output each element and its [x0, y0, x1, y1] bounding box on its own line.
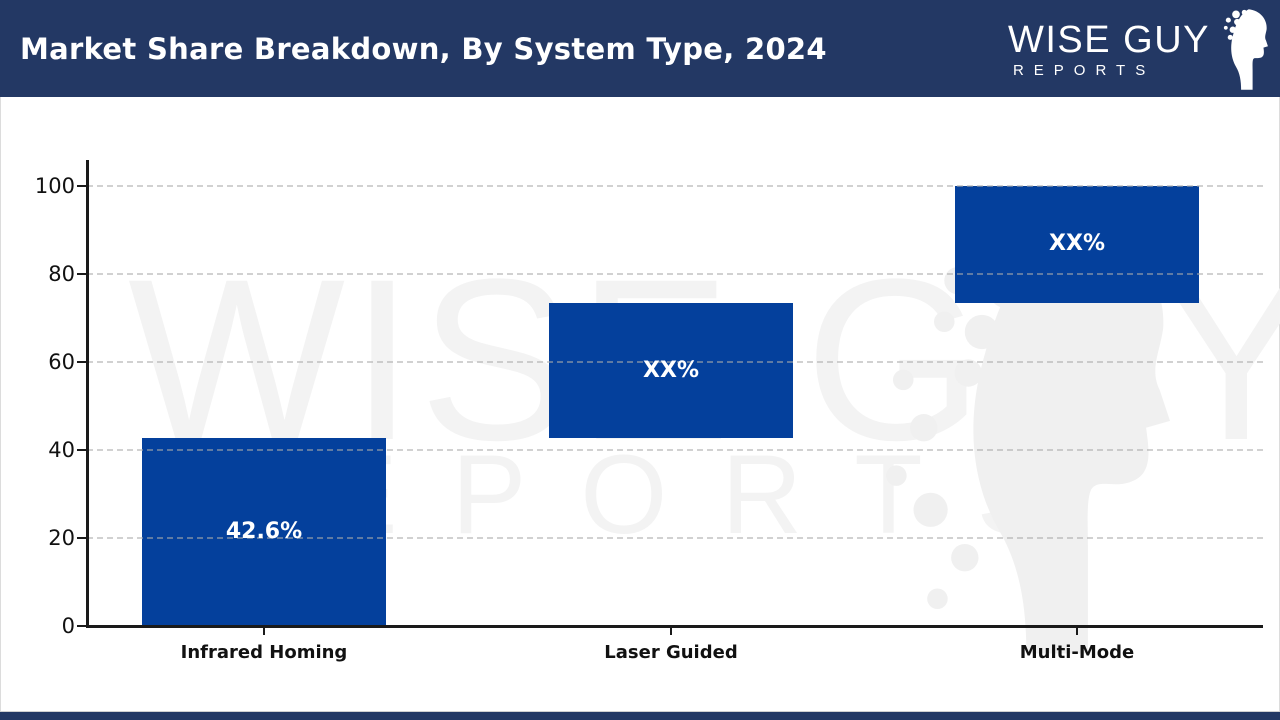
bottom-hairline [0, 711, 1280, 712]
bar-multi-mode [955, 185, 1199, 304]
y-tick-label: 0 [61, 613, 75, 638]
bar-chart: WISE GUY REPORTS 42.6%XX%XX%020406080100… [0, 97, 1280, 712]
footer-bar [0, 712, 1280, 720]
gridline-100 [87, 184, 1263, 187]
x-tickmark [670, 627, 672, 635]
x-axis-spine [86, 625, 1263, 628]
logo-subtitle: REPORTS [1012, 62, 1156, 79]
y-tickmark [77, 624, 86, 627]
bar-value-label: XX% [1049, 231, 1105, 257]
y-tick-label: 60 [48, 349, 75, 374]
y-axis-spine [86, 160, 89, 628]
wise-guy-reports-logo: WISE GUY REPORTS [1008, 7, 1268, 91]
x-tickmark [263, 627, 265, 635]
x-tickmark [1076, 627, 1078, 635]
y-tickmark [77, 184, 86, 187]
chart-title: Market Share Breakdown, By System Type, … [20, 32, 827, 66]
bar-value-label: 42.6% [225, 518, 303, 544]
gridline-60 [87, 360, 1263, 363]
bar-value-label: XX% [643, 357, 699, 383]
x-category-label: Infrared Homing [180, 642, 348, 663]
bar-laser-guided [549, 303, 793, 439]
x-category-label: Laser Guided [604, 642, 738, 663]
y-tick-label: 40 [48, 437, 75, 462]
y-tick-label: 100 [34, 173, 75, 198]
dotted-head-icon [1223, 8, 1268, 90]
logo-wordmark: WISE GUY [1007, 19, 1210, 61]
y-tick-label: 80 [48, 261, 75, 286]
y-tickmark [77, 272, 86, 275]
y-tick-label: 20 [48, 525, 75, 550]
y-tickmark [77, 448, 86, 451]
x-category-label: Multi-Mode [1019, 642, 1135, 663]
gridline-80 [87, 272, 1263, 275]
y-tickmark [77, 536, 86, 539]
gridline-40 [87, 448, 1263, 451]
gridline-20 [87, 536, 1263, 539]
bar-infrared-homing [142, 438, 386, 626]
header-bar: Market Share Breakdown, By System Type, … [0, 0, 1280, 97]
y-tickmark [77, 360, 86, 363]
